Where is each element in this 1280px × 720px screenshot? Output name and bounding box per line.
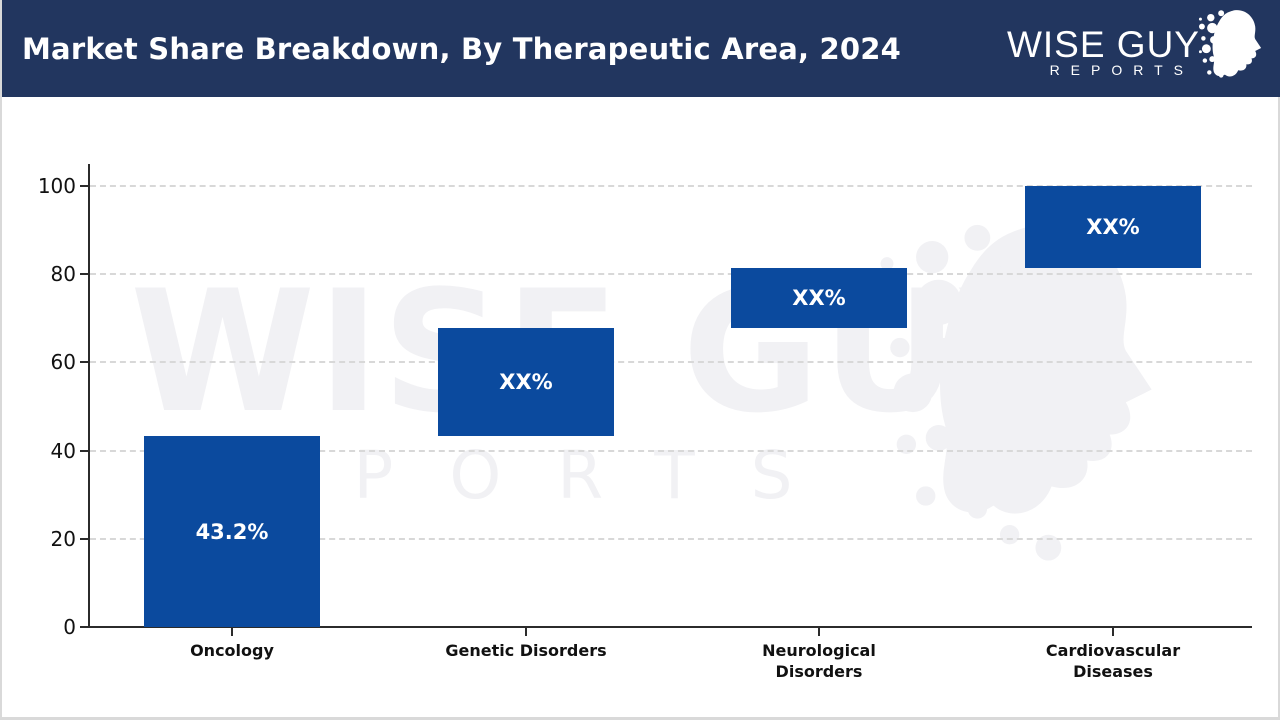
y-tick-label: 0 [63, 615, 76, 639]
y-tick-mark [80, 273, 88, 276]
gridline [90, 185, 1252, 187]
logo-subtext: REPORTS [1049, 62, 1194, 78]
y-tick-mark [80, 626, 88, 628]
x-tick-mark [525, 628, 527, 636]
logo-head-icon [1198, 10, 1262, 78]
y-tick-label: 60 [50, 350, 76, 375]
y-axis-line [88, 164, 90, 628]
y-tick-label: 80 [50, 262, 76, 287]
bar-genetic-disorders: XX% [438, 328, 614, 437]
wise-guy-reports-logo: WISE GUY REPORTS [1007, 0, 1272, 97]
x-tick-mark [231, 628, 233, 636]
x-axis-line [88, 626, 1252, 628]
gridline [90, 537, 1252, 540]
x-category-label: Neurological Disorders [762, 641, 876, 681]
x-tick-mark [1112, 628, 1114, 636]
x-category-label: Oncology [190, 641, 274, 660]
y-tick-mark [80, 185, 88, 187]
gridline [90, 449, 1252, 452]
bar-value-label: XX% [1086, 214, 1140, 239]
bar-value-label: XX% [792, 285, 846, 310]
logo-wordmark: WISE GUY [1006, 24, 1200, 65]
header-bar: Market Share Breakdown, By Therapeutic A… [2, 0, 1280, 97]
gridline [90, 273, 1252, 276]
bar-oncology: 43.2% [144, 436, 320, 627]
y-tick-label: 40 [50, 438, 76, 463]
y-tick-mark [80, 537, 88, 540]
bar-neurological-disorders: XX% [731, 267, 907, 328]
chart-title: Market Share Breakdown, By Therapeutic A… [22, 31, 902, 66]
x-tick-mark [818, 628, 820, 636]
x-category-label: Cardiovascular Diseases [1045, 641, 1181, 681]
y-tick-label: 20 [50, 526, 76, 551]
bar-cardiovascular-diseases: XX% [1025, 186, 1201, 268]
x-category-label: Genetic Disorders [445, 641, 607, 660]
bar-value-label: 43.2% [195, 519, 269, 544]
gridline [90, 361, 1252, 364]
y-tick-mark [80, 449, 88, 452]
y-tick-mark [80, 361, 88, 364]
y-tick-label: 100 [37, 174, 76, 198]
bar-value-label: XX% [499, 370, 553, 395]
